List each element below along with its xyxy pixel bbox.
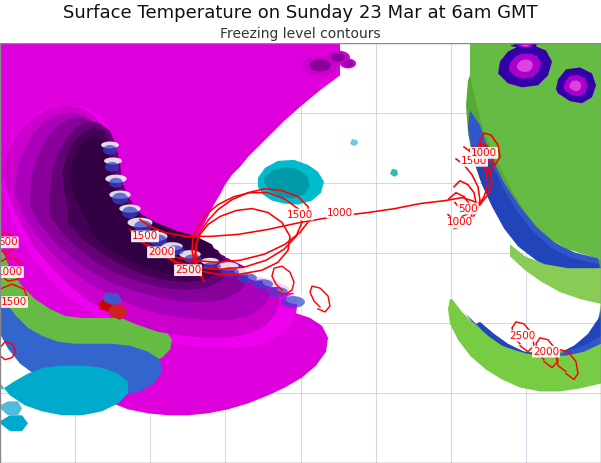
Polygon shape bbox=[498, 45, 552, 88]
Polygon shape bbox=[201, 258, 219, 265]
Polygon shape bbox=[105, 175, 127, 183]
Polygon shape bbox=[50, 121, 230, 290]
Polygon shape bbox=[234, 267, 256, 275]
Polygon shape bbox=[466, 75, 601, 284]
Polygon shape bbox=[309, 59, 331, 71]
Polygon shape bbox=[0, 43, 340, 415]
Polygon shape bbox=[218, 262, 239, 270]
Polygon shape bbox=[277, 285, 299, 293]
Polygon shape bbox=[0, 415, 28, 431]
Polygon shape bbox=[221, 267, 239, 277]
Polygon shape bbox=[390, 169, 398, 177]
Polygon shape bbox=[62, 127, 224, 282]
Polygon shape bbox=[237, 273, 257, 283]
Polygon shape bbox=[127, 218, 153, 227]
Text: 500: 500 bbox=[458, 204, 478, 213]
Polygon shape bbox=[149, 234, 167, 246]
Text: Surface Temperature on Sunday 23 Mar at 6am GMT: Surface Temperature on Sunday 23 Mar at … bbox=[63, 4, 538, 22]
Polygon shape bbox=[286, 294, 314, 305]
Polygon shape bbox=[476, 316, 601, 356]
Polygon shape bbox=[517, 60, 533, 72]
Polygon shape bbox=[109, 178, 123, 188]
Polygon shape bbox=[104, 157, 122, 164]
Text: 2000: 2000 bbox=[533, 347, 559, 357]
Polygon shape bbox=[263, 277, 288, 287]
Polygon shape bbox=[448, 299, 601, 391]
Polygon shape bbox=[470, 43, 601, 259]
Polygon shape bbox=[109, 190, 131, 199]
Polygon shape bbox=[0, 105, 280, 338]
Polygon shape bbox=[30, 117, 248, 302]
Polygon shape bbox=[564, 75, 588, 96]
Text: 2000: 2000 bbox=[148, 247, 174, 257]
Polygon shape bbox=[134, 220, 152, 232]
Polygon shape bbox=[166, 245, 184, 255]
Polygon shape bbox=[268, 287, 288, 297]
Text: 2500: 2500 bbox=[509, 331, 535, 341]
Polygon shape bbox=[510, 244, 601, 304]
Polygon shape bbox=[103, 145, 117, 155]
Polygon shape bbox=[70, 135, 218, 274]
Polygon shape bbox=[343, 61, 353, 67]
Polygon shape bbox=[0, 230, 172, 463]
Text: 1000: 1000 bbox=[0, 267, 23, 277]
Text: 1000: 1000 bbox=[327, 207, 353, 218]
Polygon shape bbox=[102, 292, 122, 306]
Polygon shape bbox=[161, 242, 183, 250]
Polygon shape bbox=[15, 112, 270, 320]
Text: 2500: 2500 bbox=[175, 265, 201, 275]
Polygon shape bbox=[0, 401, 22, 415]
Polygon shape bbox=[302, 56, 338, 75]
Polygon shape bbox=[101, 142, 119, 149]
Polygon shape bbox=[281, 296, 305, 308]
Polygon shape bbox=[105, 162, 119, 172]
Polygon shape bbox=[350, 139, 358, 146]
Polygon shape bbox=[98, 299, 115, 312]
Polygon shape bbox=[120, 204, 141, 213]
Polygon shape bbox=[0, 105, 298, 348]
Text: 1500: 1500 bbox=[1, 297, 27, 307]
Text: 1000: 1000 bbox=[447, 218, 473, 227]
Polygon shape bbox=[326, 50, 350, 64]
Polygon shape bbox=[258, 160, 324, 205]
Polygon shape bbox=[248, 271, 273, 281]
Polygon shape bbox=[142, 232, 168, 241]
Text: 1500: 1500 bbox=[461, 156, 487, 166]
Text: 1500: 1500 bbox=[287, 210, 313, 219]
Polygon shape bbox=[203, 262, 221, 270]
Polygon shape bbox=[472, 145, 601, 286]
Polygon shape bbox=[516, 44, 533, 48]
Polygon shape bbox=[462, 309, 601, 356]
Text: Freezing level contours: Freezing level contours bbox=[220, 27, 381, 41]
Text: 1500: 1500 bbox=[132, 232, 158, 241]
Polygon shape bbox=[569, 81, 581, 91]
Polygon shape bbox=[122, 206, 138, 219]
Polygon shape bbox=[331, 53, 345, 62]
Polygon shape bbox=[264, 167, 310, 199]
Text: 1000: 1000 bbox=[471, 148, 497, 158]
Polygon shape bbox=[556, 68, 596, 103]
Polygon shape bbox=[0, 294, 162, 395]
Polygon shape bbox=[509, 54, 541, 79]
Polygon shape bbox=[521, 45, 529, 47]
Text: 500: 500 bbox=[0, 238, 18, 247]
Polygon shape bbox=[510, 43, 538, 50]
Polygon shape bbox=[112, 193, 128, 205]
Polygon shape bbox=[0, 366, 128, 415]
Polygon shape bbox=[179, 250, 201, 258]
Polygon shape bbox=[340, 58, 356, 69]
Polygon shape bbox=[108, 304, 128, 320]
Polygon shape bbox=[468, 110, 601, 284]
Polygon shape bbox=[253, 279, 273, 289]
Polygon shape bbox=[184, 254, 202, 264]
